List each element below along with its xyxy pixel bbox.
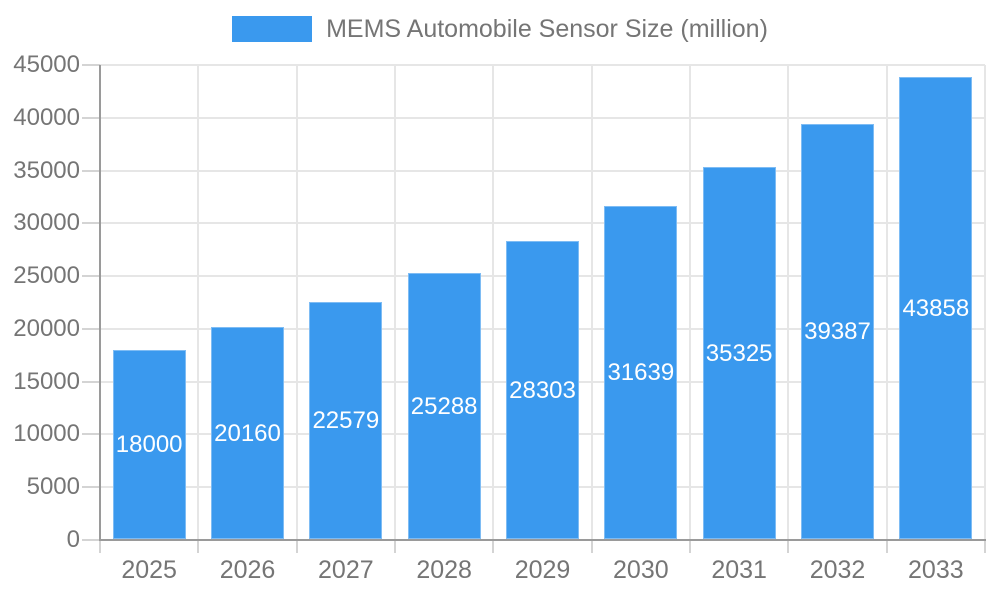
y-gridline (100, 222, 985, 225)
bar[interactable] (899, 77, 973, 539)
x-gridline (394, 65, 396, 540)
x-axis-tick-label: 2026 (219, 556, 276, 584)
x-axis-tick (787, 540, 790, 553)
bar[interactable] (702, 167, 776, 539)
x-gridline (590, 65, 593, 540)
bar-value-label: 43858 (902, 294, 970, 322)
x-gridline (885, 65, 888, 540)
x-axis-tick-label: 2029 (514, 556, 571, 584)
y-axis-line (99, 65, 101, 540)
bar-value-label: 25288 (410, 392, 478, 420)
x-axis-tick (984, 540, 986, 553)
bar[interactable] (309, 301, 383, 539)
x-axis-tick-label: 2031 (711, 556, 767, 584)
y-axis-tick-label: 10000 (13, 420, 80, 448)
bar[interactable] (506, 241, 579, 539)
y-axis-tick (82, 169, 100, 172)
bar[interactable] (801, 124, 874, 539)
x-axis-tick (885, 540, 888, 553)
chart-legend[interactable]: MEMS Automobile Sensor Size (million) (0, 16, 1000, 42)
bar-value-label: 39387 (804, 318, 871, 346)
legend-swatch (232, 16, 313, 42)
x-axis-tick (99, 540, 101, 553)
x-gridline (787, 65, 790, 540)
x-axis-tick-label: 2027 (318, 556, 374, 584)
x-gridline (197, 65, 200, 540)
bar-value-label: 31639 (607, 359, 675, 387)
y-axis-tick (82, 64, 100, 66)
y-axis-tick-label: 30000 (13, 209, 80, 237)
legend-label: MEMS Automobile Sensor Size (million) (326, 15, 768, 43)
x-axis-tick (590, 540, 593, 553)
bar[interactable] (211, 327, 284, 539)
y-axis-tick-label: 20000 (13, 314, 80, 342)
x-gridline (492, 65, 495, 540)
x-gridline (689, 65, 691, 540)
bar-value-label: 28303 (509, 376, 576, 404)
x-axis-tick-label: 2032 (809, 556, 866, 584)
x-axis-tick-label: 2028 (416, 556, 472, 584)
x-axis-line (99, 539, 986, 541)
y-gridline (100, 116, 985, 119)
y-axis-tick (82, 539, 100, 541)
y-axis-tick-label: 0 (66, 526, 80, 553)
y-axis-tick-label: 15000 (13, 367, 80, 395)
x-axis-tick-label: 2025 (121, 556, 177, 584)
bar-value-label: 18000 (115, 431, 183, 458)
bar-value-label: 20160 (214, 419, 281, 447)
bar[interactable] (112, 350, 186, 539)
bar-value-label: 22579 (312, 406, 380, 434)
x-gridline (295, 65, 298, 540)
y-axis-tick-label: 5000 (26, 473, 80, 501)
y-axis-tick (82, 222, 100, 225)
y-gridline (100, 64, 985, 66)
bar-value-label: 35325 (705, 339, 773, 367)
y-axis-tick-label: 45000 (13, 51, 80, 78)
y-axis-tick (82, 486, 100, 489)
y-axis-tick (82, 116, 100, 119)
x-axis-tick (197, 540, 200, 553)
x-gridline (984, 65, 986, 540)
y-axis-tick (82, 433, 100, 436)
x-axis-tick (689, 540, 691, 553)
bar[interactable] (407, 273, 481, 539)
y-axis-tick-label: 25000 (13, 262, 80, 290)
y-gridline (100, 169, 985, 172)
y-axis-tick (82, 380, 100, 383)
x-axis-tick (394, 540, 396, 553)
x-axis-tick (492, 540, 495, 553)
bar[interactable] (604, 206, 678, 539)
x-axis-tick-label: 2033 (908, 556, 964, 584)
y-axis-tick-label: 35000 (13, 156, 80, 184)
y-axis-tick (82, 275, 100, 278)
y-axis-tick-label: 40000 (13, 103, 80, 131)
y-axis-tick (82, 327, 100, 330)
x-axis-tick (295, 540, 298, 553)
x-axis-tick-label: 2030 (613, 556, 669, 584)
